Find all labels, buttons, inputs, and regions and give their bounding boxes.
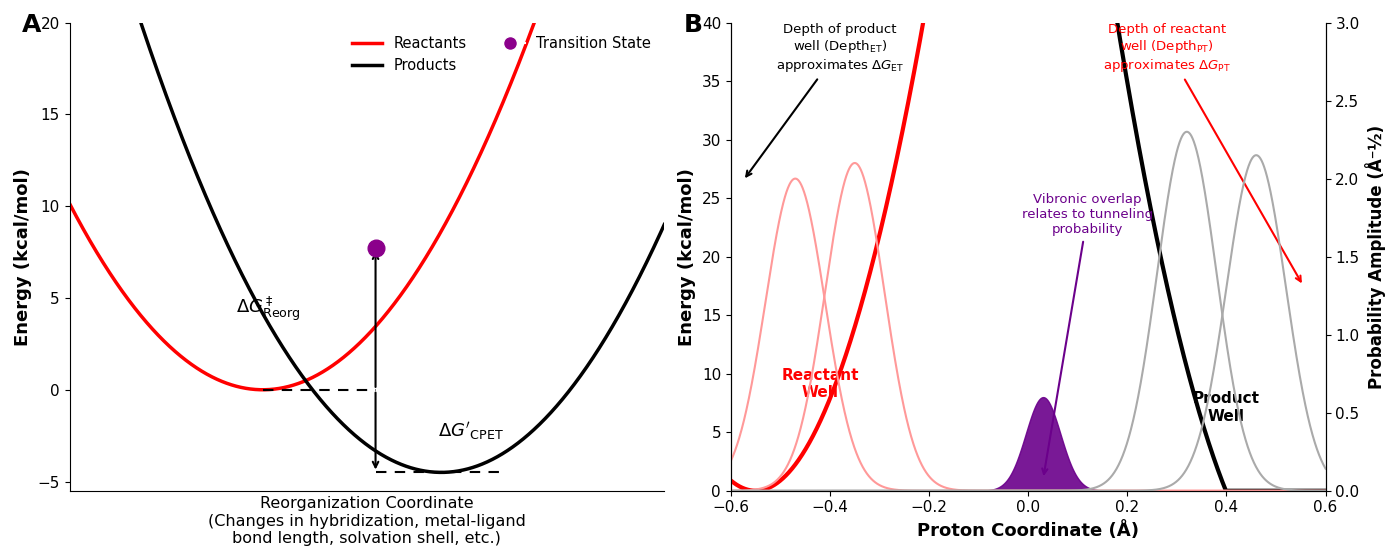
Text: B: B bbox=[683, 13, 703, 37]
Text: Reactant
Well: Reactant Well bbox=[781, 368, 858, 400]
X-axis label: Reorganization Coordinate
(Changes in hybridization, metal-ligand
bond length, s: Reorganization Coordinate (Changes in hy… bbox=[209, 496, 526, 546]
Text: $\Delta G^\ddagger_{\mathrm{Reorg}}$: $\Delta G^\ddagger_{\mathrm{Reorg}}$ bbox=[237, 295, 301, 323]
Y-axis label: Energy (kcal/mol): Energy (kcal/mol) bbox=[14, 167, 32, 346]
Text: Product
Well: Product Well bbox=[1193, 391, 1260, 423]
Text: A: A bbox=[22, 13, 42, 37]
Y-axis label: Energy (kcal/mol): Energy (kcal/mol) bbox=[678, 167, 696, 346]
Text: Depth of product
well (Depth$_{\mathrm{ET}}$)
approximates $\Delta G_{\mathrm{ET: Depth of product well (Depth$_{\mathrm{E… bbox=[746, 22, 904, 176]
Legend: Reactants, Products, Transition State: Reactants, Products, Transition State bbox=[347, 30, 657, 79]
Y-axis label: Probability Amplitude (Å⁻½): Probability Amplitude (Å⁻½) bbox=[1365, 124, 1386, 389]
Text: $\Delta G'_{\mathrm{CPET}}$: $\Delta G'_{\mathrm{CPET}}$ bbox=[438, 420, 504, 442]
Text: Depth of reactant
well (Depth$_{\mathrm{PT}}$)
approximates $\Delta G_{\mathrm{P: Depth of reactant well (Depth$_{\mathrm{… bbox=[1103, 22, 1301, 282]
Text: Vibronic overlap
relates to tunneling
probability: Vibronic overlap relates to tunneling pr… bbox=[1022, 193, 1154, 474]
X-axis label: Proton Coordinate (Å): Proton Coordinate (Å) bbox=[917, 521, 1140, 540]
